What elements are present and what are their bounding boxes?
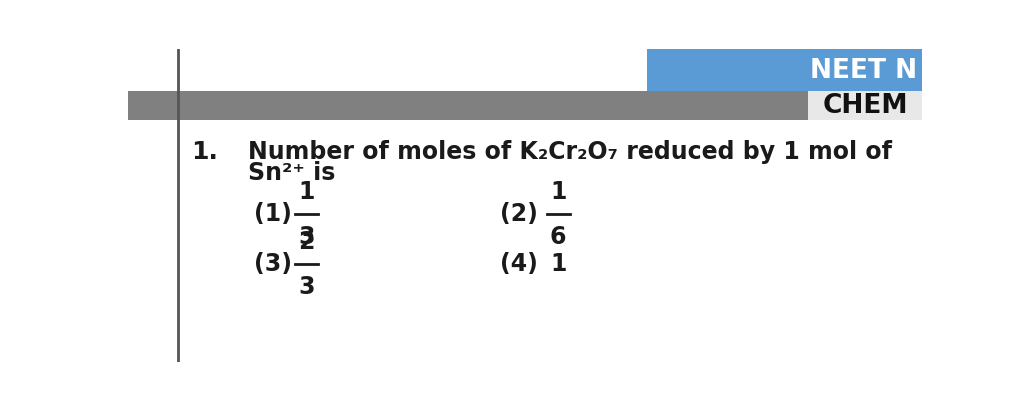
Bar — [809, 91, 922, 120]
Text: 1.: 1. — [191, 140, 218, 164]
Text: (3): (3) — [254, 252, 292, 276]
Text: 2: 2 — [298, 230, 314, 254]
Text: Sn²⁺ is: Sn²⁺ is — [248, 161, 336, 185]
Text: Number of moles of K₂Cr₂O₇ reduced by 1 mol of: Number of moles of K₂Cr₂O₇ reduced by 1 … — [248, 140, 892, 164]
Text: 1: 1 — [550, 179, 566, 204]
Bar — [128, 91, 922, 120]
Bar — [647, 49, 922, 94]
Text: 3: 3 — [298, 225, 314, 249]
Text: 6: 6 — [550, 225, 566, 249]
Text: NEET N: NEET N — [810, 58, 916, 84]
Text: (2): (2) — [500, 202, 538, 226]
Text: (4): (4) — [500, 252, 538, 276]
Text: 1: 1 — [298, 179, 314, 204]
Text: 1: 1 — [550, 252, 566, 276]
Text: (1): (1) — [254, 202, 292, 226]
Text: CHEM: CHEM — [822, 93, 907, 119]
Text: 3: 3 — [298, 275, 314, 299]
